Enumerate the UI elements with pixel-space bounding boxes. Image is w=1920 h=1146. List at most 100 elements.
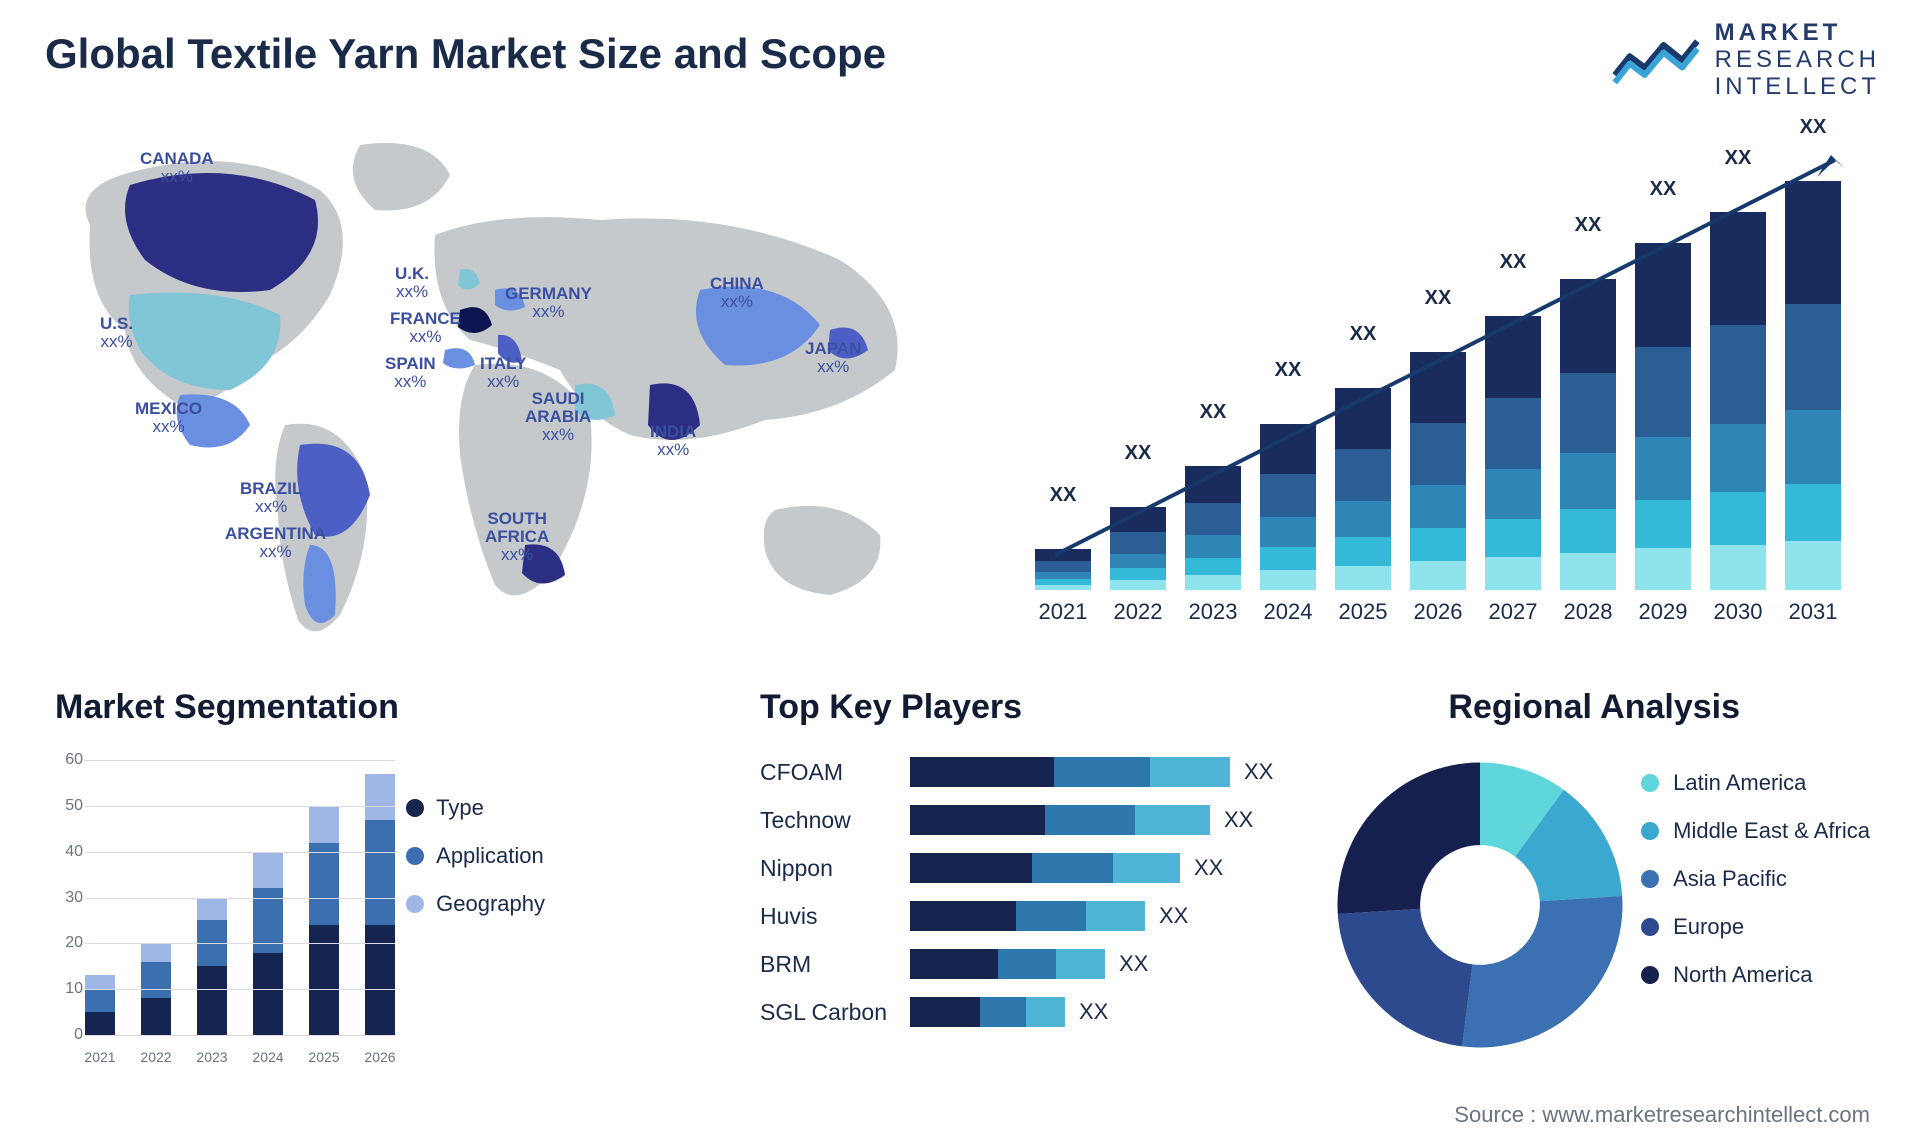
logo-mark-icon <box>1611 30 1701 90</box>
seg-bar <box>141 962 171 999</box>
legend-item: Geography <box>406 891 545 917</box>
forecast-value-label: XX <box>1035 484 1091 507</box>
forecast-bar <box>1035 549 1091 590</box>
map-label: SPAINxx% <box>385 355 436 391</box>
segmentation-heading: Market Segmentation <box>55 688 399 727</box>
world-map: CANADAxx% U.S.xx% MEXICOxx% BRAZILxx% ARGENT… <box>30 115 940 655</box>
y-tick: 40 <box>45 843 83 861</box>
forecast-value-label: XX <box>1110 442 1166 465</box>
forecast-bar <box>1335 388 1391 590</box>
forecast-year-label: 2030 <box>1710 599 1766 625</box>
seg-year: 2021 <box>83 1049 117 1065</box>
legend-item: North America <box>1641 962 1870 988</box>
map-label: U.K.xx% <box>395 265 429 301</box>
forecast-bar <box>1110 507 1166 590</box>
y-tick: 30 <box>45 889 83 907</box>
map-label: JAPANxx% <box>805 340 861 376</box>
forecast-year-label: 2029 <box>1635 599 1691 625</box>
map-label: ARGENTINAxx% <box>225 525 326 561</box>
legend-item: Latin America <box>1641 770 1870 796</box>
source-text: Source : www.marketresearchintellect.com <box>1454 1102 1870 1128</box>
donut-slice <box>1338 909 1473 1047</box>
seg-bar <box>85 1012 115 1035</box>
map-label: ITALYxx% <box>480 355 526 391</box>
player-row: CFOAMXX <box>760 755 1300 789</box>
legend-item: Europe <box>1641 914 1870 940</box>
players-heading: Top Key Players <box>760 688 1022 727</box>
segmentation-chart: TypeApplicationGeography 010203040506020… <box>45 745 545 1065</box>
forecast-bar <box>1635 243 1691 590</box>
y-tick: 50 <box>45 797 83 815</box>
forecast-bar <box>1710 212 1766 590</box>
seg-bar <box>309 925 339 1035</box>
forecast-value-label: XX <box>1260 359 1316 382</box>
map-label: U.S.xx% <box>100 315 133 351</box>
brand-logo: MARKET RESEARCH INTELLECT <box>1611 20 1880 101</box>
forecast-bar <box>1410 352 1466 590</box>
forecast-value-label: XX <box>1185 401 1241 424</box>
seg-bar <box>365 925 395 1035</box>
seg-bar <box>365 820 395 925</box>
map-label: SAUDIARABIAxx% <box>525 390 591 444</box>
regional-heading: Regional Analysis <box>1448 688 1740 727</box>
legend-item: Asia Pacific <box>1641 866 1870 892</box>
forecast-bar-chart: XXXXXXXXXXXXXXXXXXXXXX 20212022202320242… <box>1035 155 1865 625</box>
seg-bar <box>197 898 227 921</box>
donut-slice <box>1338 763 1481 914</box>
seg-year: 2026 <box>363 1049 397 1065</box>
seg-bar <box>141 998 171 1035</box>
forecast-value-label: XX <box>1485 251 1541 274</box>
legend-item: Application <box>406 843 545 869</box>
y-tick: 0 <box>45 1026 83 1044</box>
seg-bar <box>253 953 283 1036</box>
forecast-year-label: 2024 <box>1260 599 1316 625</box>
legend-item: Middle East & Africa <box>1641 818 1870 844</box>
forecast-year-label: 2031 <box>1785 599 1841 625</box>
map-label: MEXICOxx% <box>135 400 202 436</box>
seg-year: 2022 <box>139 1049 173 1065</box>
forecast-value-label: XX <box>1635 178 1691 201</box>
seg-bar <box>309 843 339 926</box>
seg-bar <box>309 806 339 843</box>
map-label: FRANCExx% <box>390 310 461 346</box>
logo-word-2: RESEARCH <box>1715 47 1880 74</box>
seg-bar <box>365 774 395 820</box>
y-tick: 60 <box>45 751 83 769</box>
donut-slice <box>1462 896 1622 1047</box>
forecast-value-label: XX <box>1410 287 1466 310</box>
seg-year: 2023 <box>195 1049 229 1065</box>
map-label: CANADAxx% <box>140 150 214 186</box>
map-label: INDIAxx% <box>650 423 696 459</box>
seg-bar <box>85 989 115 1012</box>
forecast-bar <box>1485 316 1541 590</box>
forecast-year-label: 2021 <box>1035 599 1091 625</box>
forecast-year-label: 2027 <box>1485 599 1541 625</box>
forecast-year-label: 2026 <box>1410 599 1466 625</box>
map-label: BRAZILxx% <box>240 480 302 516</box>
logo-word-1: MARKET <box>1715 19 1842 46</box>
logo-word-3: INTELLECT <box>1715 74 1880 101</box>
page-title: Global Textile Yarn Market Size and Scop… <box>45 30 886 78</box>
forecast-bar <box>1785 181 1841 590</box>
regional-donut: Latin America Middle East & Africa Asia Pa… <box>1330 745 1870 1075</box>
player-row: HuvisXX <box>760 899 1300 933</box>
forecast-bar <box>1185 466 1241 590</box>
seg-year: 2024 <box>251 1049 285 1065</box>
seg-bar <box>197 966 227 1035</box>
forecast-year-label: 2022 <box>1110 599 1166 625</box>
forecast-year-label: 2023 <box>1185 599 1241 625</box>
seg-year: 2025 <box>307 1049 341 1065</box>
player-row: TechnowXX <box>760 803 1300 837</box>
map-label: CHINAxx% <box>710 275 764 311</box>
player-row: NipponXX <box>760 851 1300 885</box>
seg-bar <box>253 852 283 889</box>
map-label: SOUTHAFRICAxx% <box>485 510 549 564</box>
y-tick: 20 <box>45 934 83 952</box>
seg-bar <box>141 943 171 961</box>
forecast-year-label: 2025 <box>1335 599 1391 625</box>
forecast-value-label: XX <box>1560 214 1616 237</box>
seg-bar <box>85 975 115 989</box>
player-row: SGL CarbonXX <box>760 995 1300 1029</box>
forecast-bar <box>1260 424 1316 590</box>
forecast-value-label: XX <box>1710 147 1766 170</box>
